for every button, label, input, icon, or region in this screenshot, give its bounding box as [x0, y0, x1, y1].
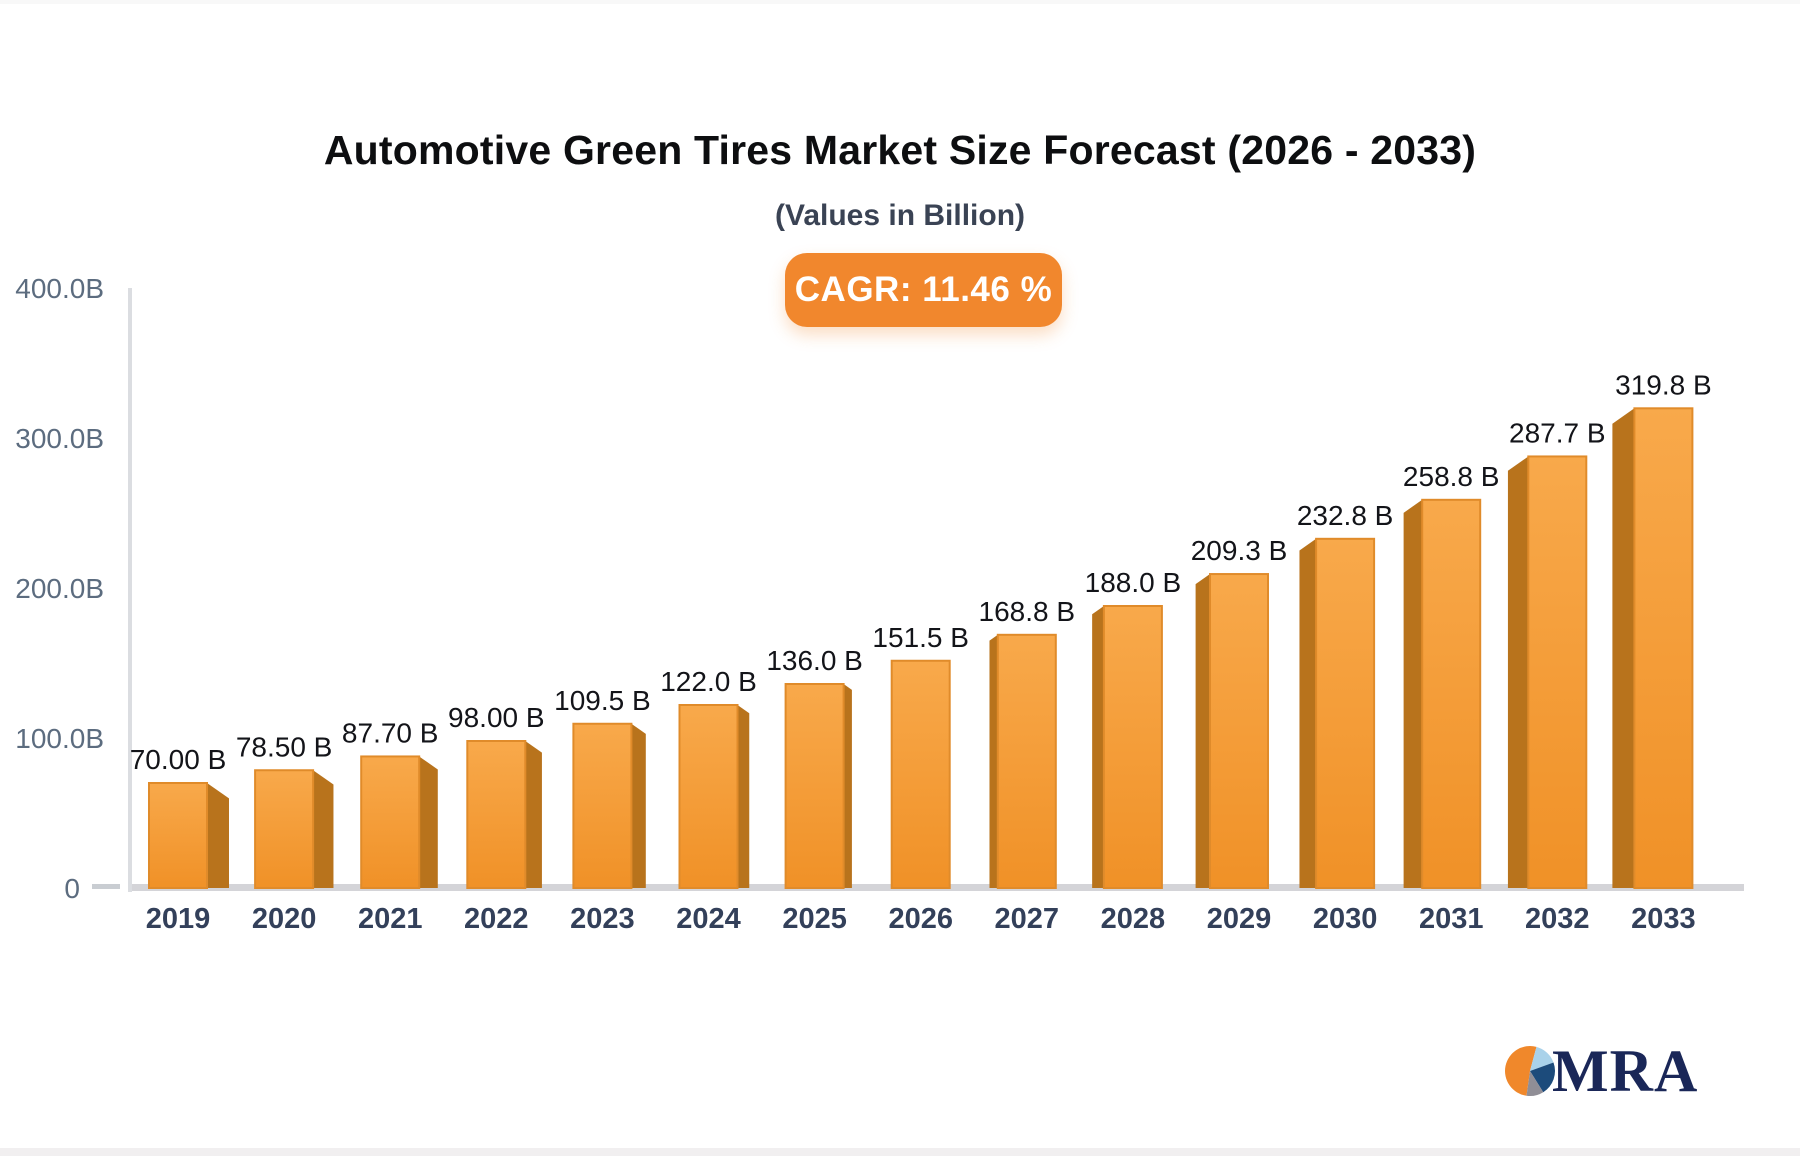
logo-pie-slice-navy [1530, 1062, 1555, 1093]
cagr-badge: CAGR: 11.46 % [785, 253, 1062, 327]
bar-side-face [419, 756, 438, 888]
bar-2020 [254, 769, 315, 889]
bar-side-face [1612, 408, 1635, 888]
bar-value-label: 122.0 B [660, 666, 757, 697]
chart-title: Automotive Green Tires Market Size Forec… [323, 127, 1477, 173]
y-tick-label: 300.0B [15, 423, 104, 454]
bar-value-label: 209.3 B [1191, 535, 1288, 566]
mra-logo-text: MRA [1552, 1038, 1699, 1104]
bar-value-label: 168.8 B [979, 596, 1076, 627]
logo-pie-slice-orange [1505, 1046, 1537, 1096]
bar-value-label: 78.50 B [236, 731, 333, 762]
logo-pie-slice-light-blue [1530, 1046, 1554, 1071]
bar-side-face [1403, 499, 1423, 888]
bar-side-face [631, 723, 646, 888]
bar-value-label: 87.70 B [342, 717, 439, 748]
bar-value-label: 136.0 B [766, 645, 863, 676]
x-tick-label: 2032 [1525, 903, 1590, 935]
bar-side-face [989, 634, 998, 888]
bar-value-label: 151.5 B [872, 622, 969, 653]
bar-value-label: 188.0 B [1085, 567, 1182, 598]
bar-side-face [1092, 606, 1104, 888]
x-tick-label: 2029 [1207, 903, 1272, 935]
x-tick-label: 2022 [464, 903, 529, 935]
bar-value-label: 109.5 B [554, 685, 651, 716]
y-axis-line [128, 288, 132, 892]
y-tick-label: 0 [64, 873, 80, 904]
bar-2029 [1209, 573, 1269, 889]
y-tick-label: 400.0B [15, 273, 104, 304]
x-tick-label: 2031 [1419, 903, 1484, 935]
bar-value-label: 287.7 B [1509, 417, 1606, 448]
x-tick-label: 2019 [146, 903, 211, 935]
bar-side-face [1507, 456, 1529, 888]
x-tick-label: 2024 [676, 903, 741, 935]
x-tick-label: 2030 [1313, 903, 1378, 935]
bar-side-face [207, 783, 229, 888]
x-tick-label: 2021 [358, 903, 423, 935]
x-tick-label: 2026 [888, 903, 953, 935]
bar-value-label: 232.8 B [1297, 500, 1394, 531]
chart-subtitle: (Values in Billion) [774, 199, 1026, 232]
y-tick-label: 100.0B [15, 723, 104, 754]
bar-side-face [737, 705, 750, 888]
x-tick-label: 2025 [782, 903, 847, 935]
bar-2024 [678, 704, 739, 889]
x-tick-label: 2023 [570, 903, 635, 935]
bar-side-face [1299, 538, 1317, 888]
bar-2033 [1633, 407, 1694, 889]
bar-2023 [572, 722, 633, 889]
bottom-edge-strip [0, 1148, 1800, 1156]
top-edge-strip [0, 0, 1800, 4]
bar-side-face [525, 741, 542, 888]
bar-2025 [784, 683, 845, 889]
bar-2032 [1527, 455, 1588, 889]
bar-value-label: 258.8 B [1403, 461, 1500, 492]
bar-value-label: 70.00 B [130, 744, 227, 775]
x-tick-label: 2020 [252, 903, 317, 935]
bar-2019 [148, 782, 208, 889]
bar-value-label: 319.8 B [1615, 369, 1712, 400]
bar-side-face [313, 770, 334, 888]
bar-value-label: 98.00 B [448, 702, 545, 733]
x-tick-label: 2027 [995, 903, 1060, 935]
logo-pie-slice-gray [1526, 1071, 1544, 1096]
x-tick-label: 2033 [1631, 903, 1696, 935]
cagr-badge-label: CAGR: 11.46 % [794, 270, 1053, 309]
bar-side-face [843, 684, 852, 888]
x-tick-label: 2028 [1101, 903, 1166, 935]
bar-2026 [890, 659, 951, 889]
mra-logo-pie-icon [1505, 1046, 1555, 1096]
zero-tick [92, 884, 120, 889]
y-tick-label: 200.0B [15, 573, 104, 604]
bar-2030 [1315, 537, 1376, 889]
bar-2031 [1421, 498, 1482, 889]
bar-2028 [1102, 605, 1163, 889]
bar-2021 [360, 755, 421, 890]
bar-2022 [466, 740, 527, 889]
bar-2027 [996, 633, 1057, 889]
bar-side-face [1195, 574, 1210, 888]
